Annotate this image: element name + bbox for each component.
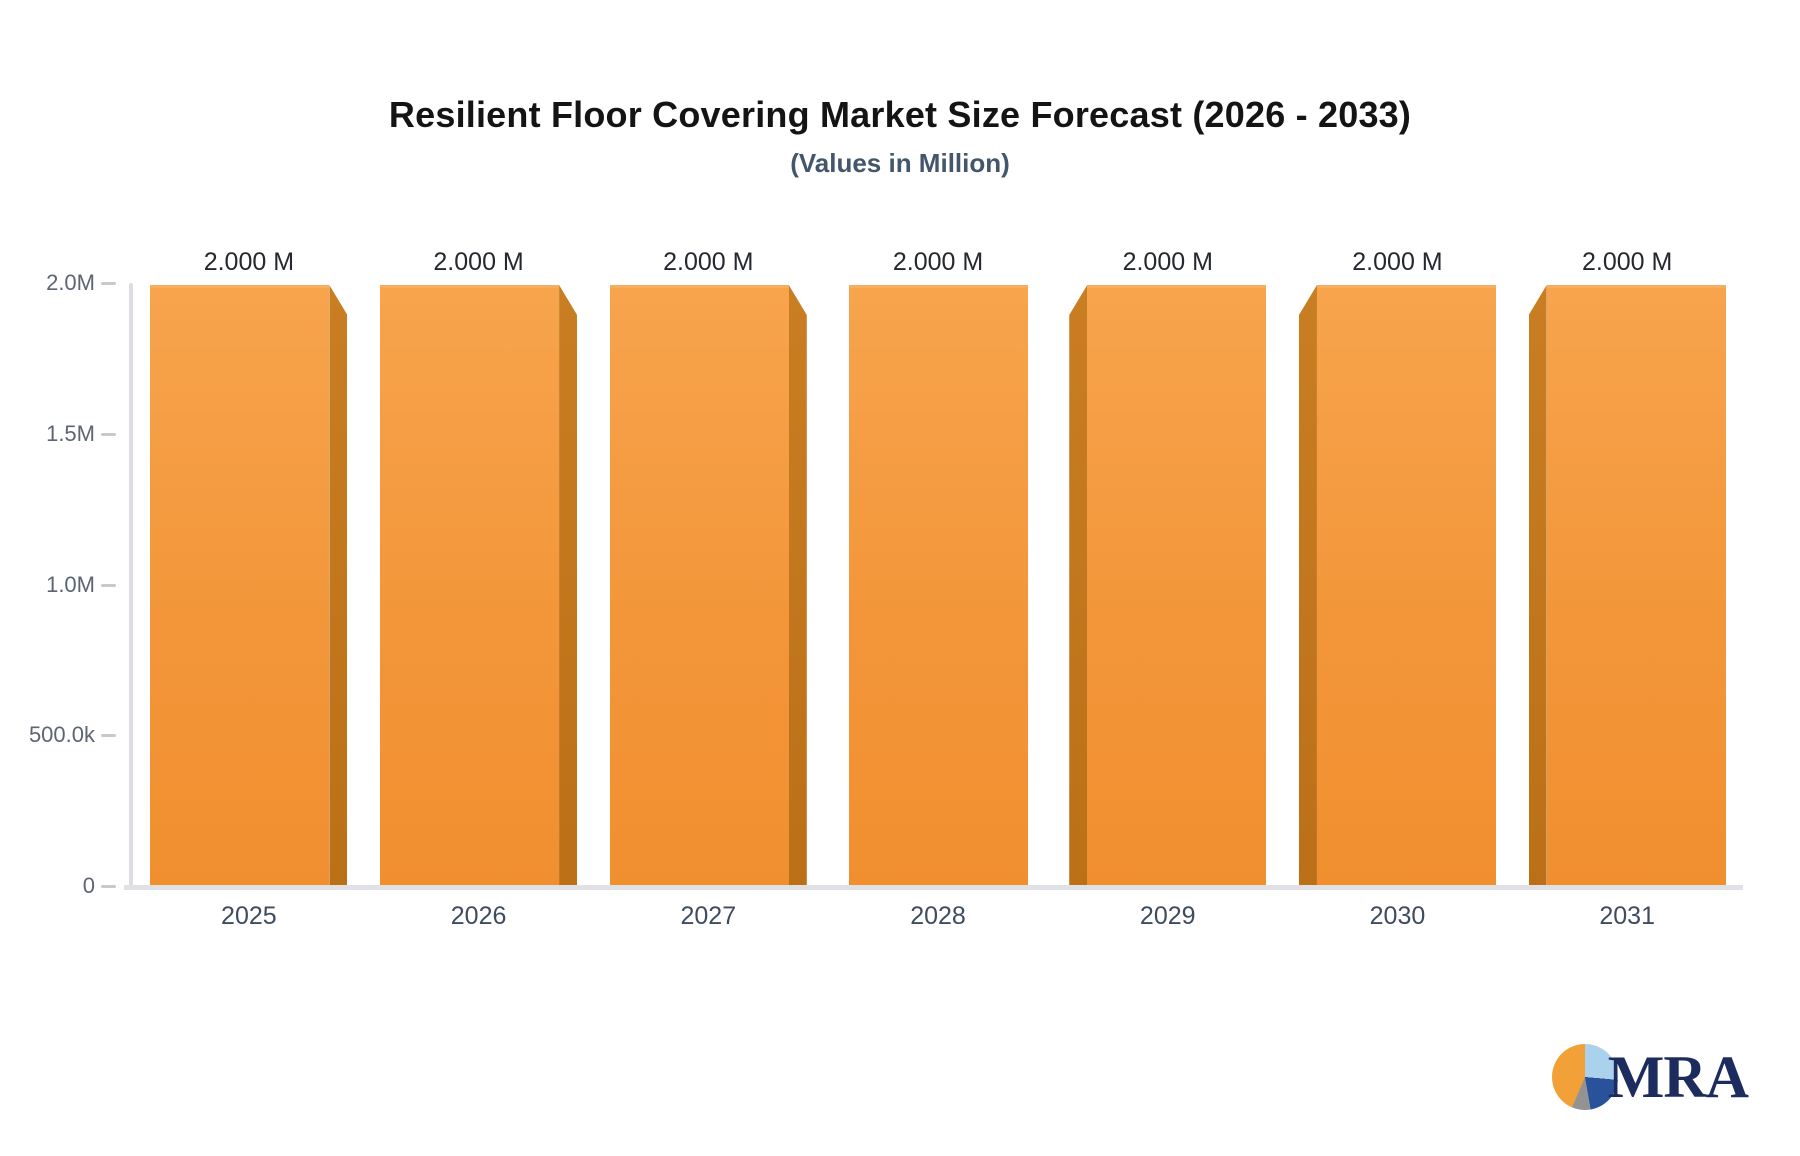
bar-2030[interactable] xyxy=(1298,285,1496,888)
bar-face[interactable] xyxy=(609,285,789,888)
bar-face[interactable] xyxy=(380,285,560,888)
bar-3d-side xyxy=(1528,285,1547,888)
y-tick-mark xyxy=(101,583,116,587)
bar-value-label: 2.000 M xyxy=(433,248,524,276)
y-tick-mark xyxy=(101,282,116,285)
y-tick-mark xyxy=(101,432,116,436)
bar-3d-side xyxy=(788,285,807,888)
bar-value-label: 2.000 M xyxy=(892,248,984,276)
y-tick-label: 2.0M xyxy=(46,270,95,295)
y-axis-line xyxy=(129,283,133,890)
bar-value-label: 2.000 M xyxy=(203,248,295,276)
bar-slot-2027: 2.000 M xyxy=(593,248,823,888)
x-axis-label: 2025 xyxy=(221,902,277,930)
x-axis-label: 2031 xyxy=(1599,902,1655,930)
bar-2029[interactable] xyxy=(1069,285,1267,888)
x-axis-label: 2029 xyxy=(1139,902,1196,930)
y-tick-mark xyxy=(101,885,116,888)
x-axis-line xyxy=(124,885,1743,890)
bar-slot-2029: 2.000 M xyxy=(1053,248,1283,888)
bar-slot-2028: 2.000 M xyxy=(823,248,1053,888)
bar-face[interactable] xyxy=(1316,285,1496,888)
bar-face[interactable] xyxy=(848,285,1028,888)
y-tick-label: 0 xyxy=(82,873,95,898)
bar-slot-2031: 2.000 M xyxy=(1512,248,1742,888)
chart-subtitle: (Values in Million) xyxy=(790,148,1010,178)
bar-2031[interactable] xyxy=(1528,285,1726,888)
y-tick: 0 xyxy=(0,872,130,900)
bar-value-label: 2.000 M xyxy=(1352,248,1443,276)
y-tick-mark xyxy=(101,734,116,738)
bar-2028[interactable] xyxy=(840,285,1037,888)
bar-2027[interactable] xyxy=(609,285,807,888)
bar-face[interactable] xyxy=(1546,285,1726,888)
y-tick: 2.0M xyxy=(0,269,130,297)
bar-3d-side xyxy=(1298,285,1317,888)
plot-area: 2.000 M 2.000 M 2.000 M 2.000 M 2.000 M 2.000… xyxy=(134,248,1742,888)
chart-title: Resilient Floor Covering Market Size For… xyxy=(388,94,1412,135)
y-axis: 2.0M 1.5M 1.0M 500.0k 0 xyxy=(0,270,130,898)
bar-slot-2026: 2.000 M xyxy=(364,248,594,888)
bar-value-label: 2.000 M xyxy=(1582,248,1673,276)
y-tick-label: 1.5M xyxy=(46,420,95,446)
y-tick: 500.0k xyxy=(0,721,130,749)
bar-3d-side xyxy=(329,285,348,888)
logo-text: MRA xyxy=(1607,1044,1749,1110)
y-tick: 1.5M xyxy=(0,420,130,448)
bar-face[interactable] xyxy=(150,285,330,888)
x-axis-label: 2027 xyxy=(680,902,737,930)
pie-chart-logo-icon xyxy=(1551,1044,1618,1110)
bar-3d-side xyxy=(1069,285,1088,888)
bar-2025[interactable] xyxy=(150,285,348,888)
bar-value-label: 2.000 M xyxy=(663,248,754,276)
brand-logo: MRA xyxy=(1551,1044,1749,1110)
x-axis-label: 2030 xyxy=(1369,902,1426,930)
bar-slot-2030: 2.000 M xyxy=(1283,248,1513,888)
y-tick: 1.0M xyxy=(0,571,130,599)
y-tick-label: 1.0M xyxy=(46,571,95,597)
x-axis-labels: 2025 2026 2027 2028 2029 2030 2031 xyxy=(134,902,1742,931)
y-tick-label: 500.0k xyxy=(28,722,95,748)
x-axis-label: 2028 xyxy=(910,902,966,930)
bar-face[interactable] xyxy=(1087,285,1267,888)
bar-3d-side xyxy=(559,285,578,888)
x-axis-label: 2026 xyxy=(450,902,507,930)
bar-2026[interactable] xyxy=(380,285,578,888)
bar-value-label: 2.000 M xyxy=(1122,248,1213,276)
bar-slot-2025: 2.000 M xyxy=(134,248,364,888)
